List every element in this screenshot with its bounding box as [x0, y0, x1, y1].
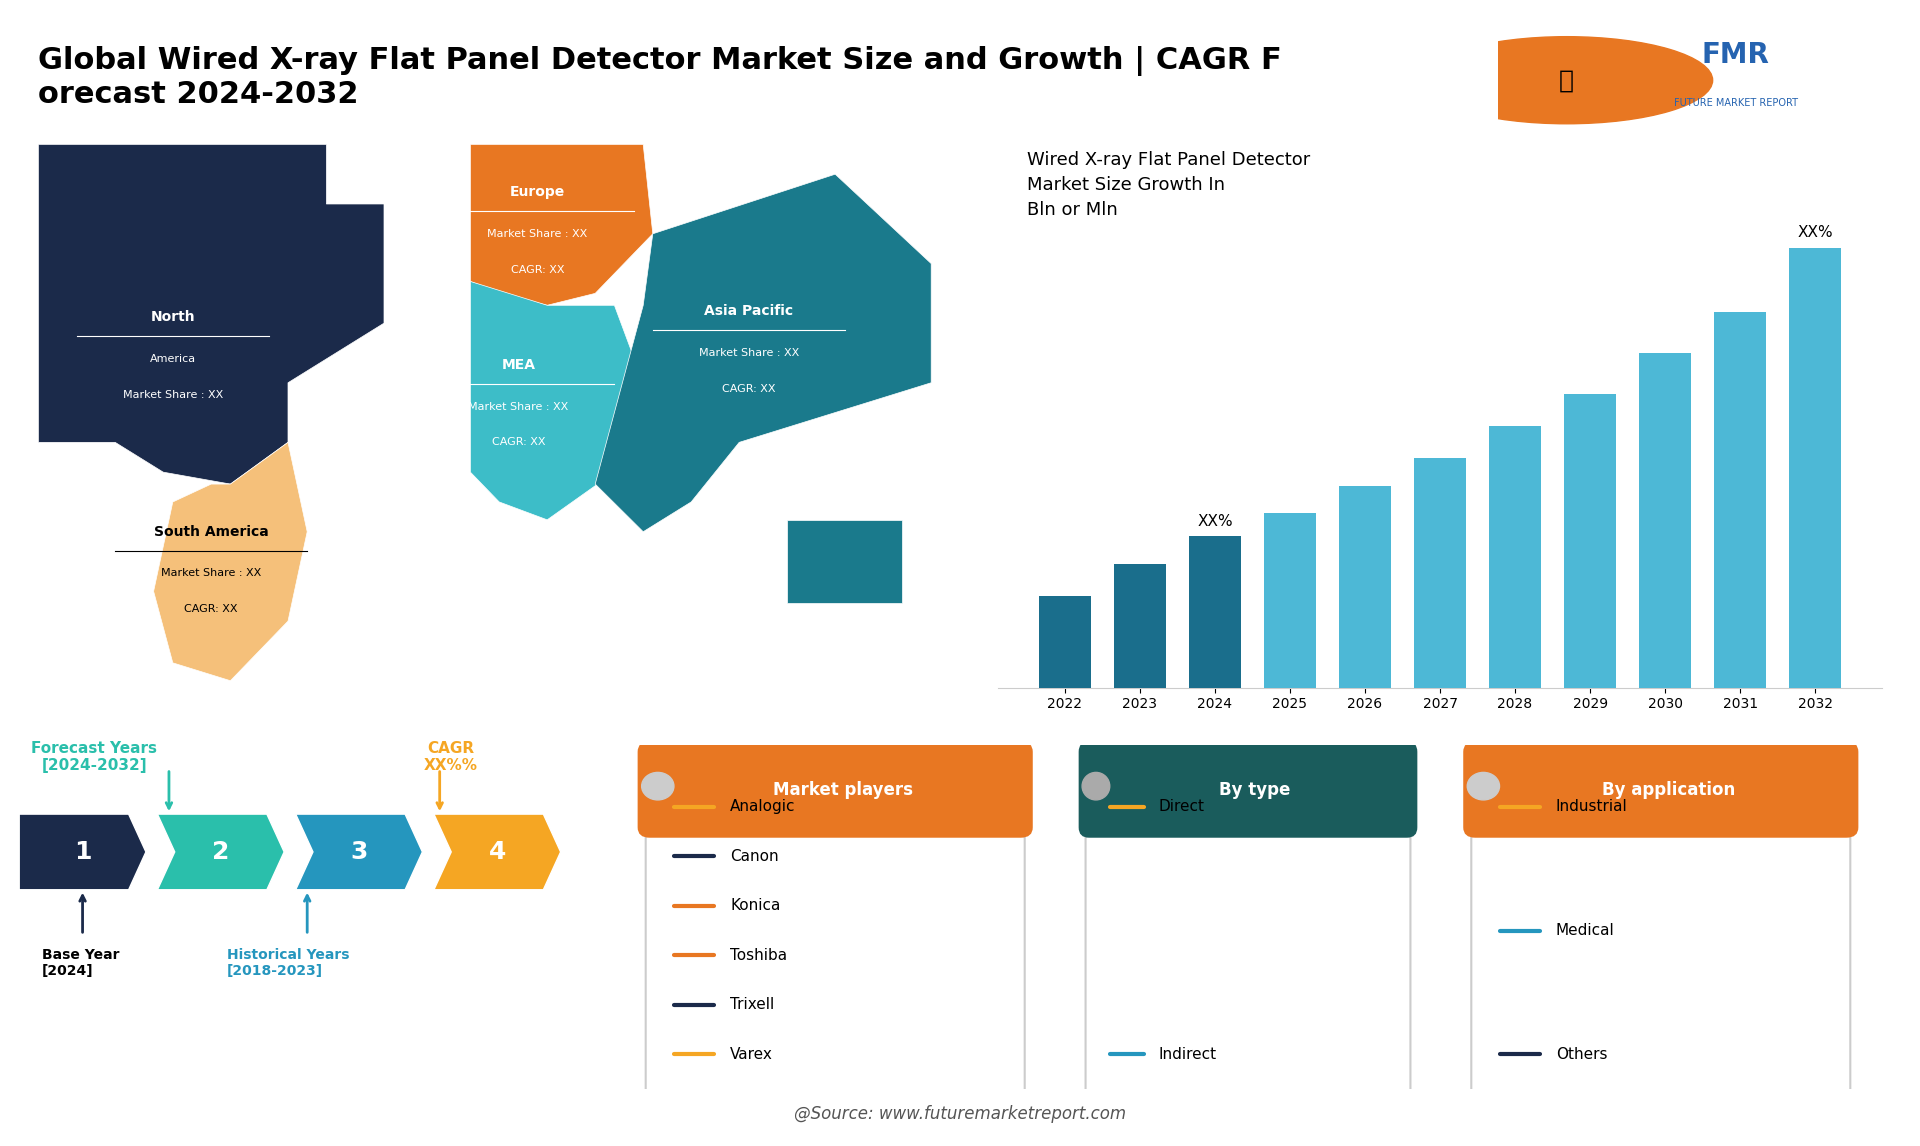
Text: CAGR
XX%%: CAGR XX%%: [424, 741, 478, 774]
Text: By application: By application: [1601, 780, 1736, 799]
Text: Indirect: Indirect: [1158, 1046, 1215, 1062]
Bar: [1338, 486, 1392, 688]
Polygon shape: [470, 144, 653, 305]
Circle shape: [1421, 37, 1713, 124]
Text: Global Wired X-ray Flat Panel Detector Market Size and Growth | CAGR F
orecast 2: Global Wired X-ray Flat Panel Detector M…: [38, 46, 1283, 109]
Bar: [1413, 458, 1467, 688]
Text: Industrial: Industrial: [1555, 799, 1628, 815]
Text: America: America: [150, 354, 196, 364]
Text: Europe: Europe: [511, 185, 564, 199]
Text: 🔭: 🔭: [1559, 69, 1574, 92]
Text: Market Share : XX: Market Share : XX: [468, 401, 568, 411]
Text: Base Year
[2024]: Base Year [2024]: [42, 948, 119, 978]
Polygon shape: [470, 282, 643, 520]
Text: Market Share : XX: Market Share : XX: [161, 568, 261, 579]
Bar: [1263, 513, 1317, 688]
Text: @Source: www.futuremarketreport.com: @Source: www.futuremarketreport.com: [795, 1105, 1125, 1123]
Circle shape: [641, 772, 674, 800]
Polygon shape: [787, 520, 902, 603]
Polygon shape: [157, 814, 284, 889]
FancyBboxPatch shape: [1079, 741, 1417, 838]
Text: 3: 3: [349, 840, 369, 864]
Text: MEA: MEA: [501, 358, 536, 372]
Text: Market players: Market players: [774, 780, 914, 799]
Bar: [1039, 596, 1091, 688]
Text: XX%: XX%: [1797, 226, 1834, 241]
Text: Others: Others: [1555, 1046, 1607, 1062]
Text: Canon: Canon: [730, 849, 780, 864]
Text: Konica: Konica: [730, 898, 781, 913]
Text: By type: By type: [1219, 780, 1290, 799]
Polygon shape: [296, 814, 422, 889]
Text: Forecast Years
[2024-2032]: Forecast Years [2024-2032]: [31, 741, 157, 774]
FancyBboxPatch shape: [645, 831, 1025, 1092]
FancyBboxPatch shape: [637, 741, 1033, 838]
Circle shape: [1467, 772, 1500, 800]
Circle shape: [1083, 772, 1110, 800]
Text: 2: 2: [211, 840, 230, 864]
Text: Market Share : XX: Market Share : XX: [123, 390, 223, 400]
Text: North: North: [150, 311, 196, 324]
Text: Asia Pacific: Asia Pacific: [705, 304, 793, 319]
Text: Analogic: Analogic: [730, 799, 797, 815]
Polygon shape: [38, 144, 384, 484]
Text: Medical: Medical: [1555, 923, 1615, 939]
Bar: [1640, 353, 1692, 688]
Text: Historical Years
[2018-2023]: Historical Years [2018-2023]: [227, 948, 349, 978]
Bar: [1563, 394, 1617, 688]
Polygon shape: [595, 174, 931, 532]
Bar: [1188, 536, 1240, 688]
Text: Wired X-ray Flat Panel Detector
Market Size Growth In
Bln or Mln: Wired X-ray Flat Panel Detector Market S…: [1027, 151, 1311, 219]
Text: Market Share : XX: Market Share : XX: [699, 348, 799, 358]
FancyBboxPatch shape: [1463, 741, 1859, 838]
Text: FMR: FMR: [1701, 41, 1770, 69]
Bar: [1114, 564, 1165, 688]
Text: Market Share : XX: Market Share : XX: [488, 229, 588, 238]
Text: 4: 4: [488, 840, 507, 864]
FancyBboxPatch shape: [1471, 831, 1851, 1092]
Polygon shape: [19, 814, 146, 889]
Text: CAGR: XX: CAGR: XX: [184, 604, 238, 614]
Text: FUTURE MARKET REPORT: FUTURE MARKET REPORT: [1674, 99, 1797, 108]
Bar: [1488, 426, 1542, 688]
Text: CAGR: XX: CAGR: XX: [722, 384, 776, 394]
Text: CAGR: XX: CAGR: XX: [511, 265, 564, 275]
Bar: [1789, 248, 1841, 688]
FancyBboxPatch shape: [1085, 831, 1411, 1092]
Text: Direct: Direct: [1158, 799, 1204, 815]
Text: South America: South America: [154, 525, 269, 539]
Text: Trixell: Trixell: [730, 997, 774, 1012]
Polygon shape: [154, 442, 307, 681]
Text: Toshiba: Toshiba: [730, 948, 787, 963]
Text: Varex: Varex: [730, 1046, 774, 1062]
Polygon shape: [434, 814, 561, 889]
Text: CAGR: XX: CAGR: XX: [492, 438, 545, 447]
Bar: [1715, 312, 1766, 688]
Text: XX%: XX%: [1196, 515, 1233, 529]
Text: 1: 1: [73, 840, 92, 864]
